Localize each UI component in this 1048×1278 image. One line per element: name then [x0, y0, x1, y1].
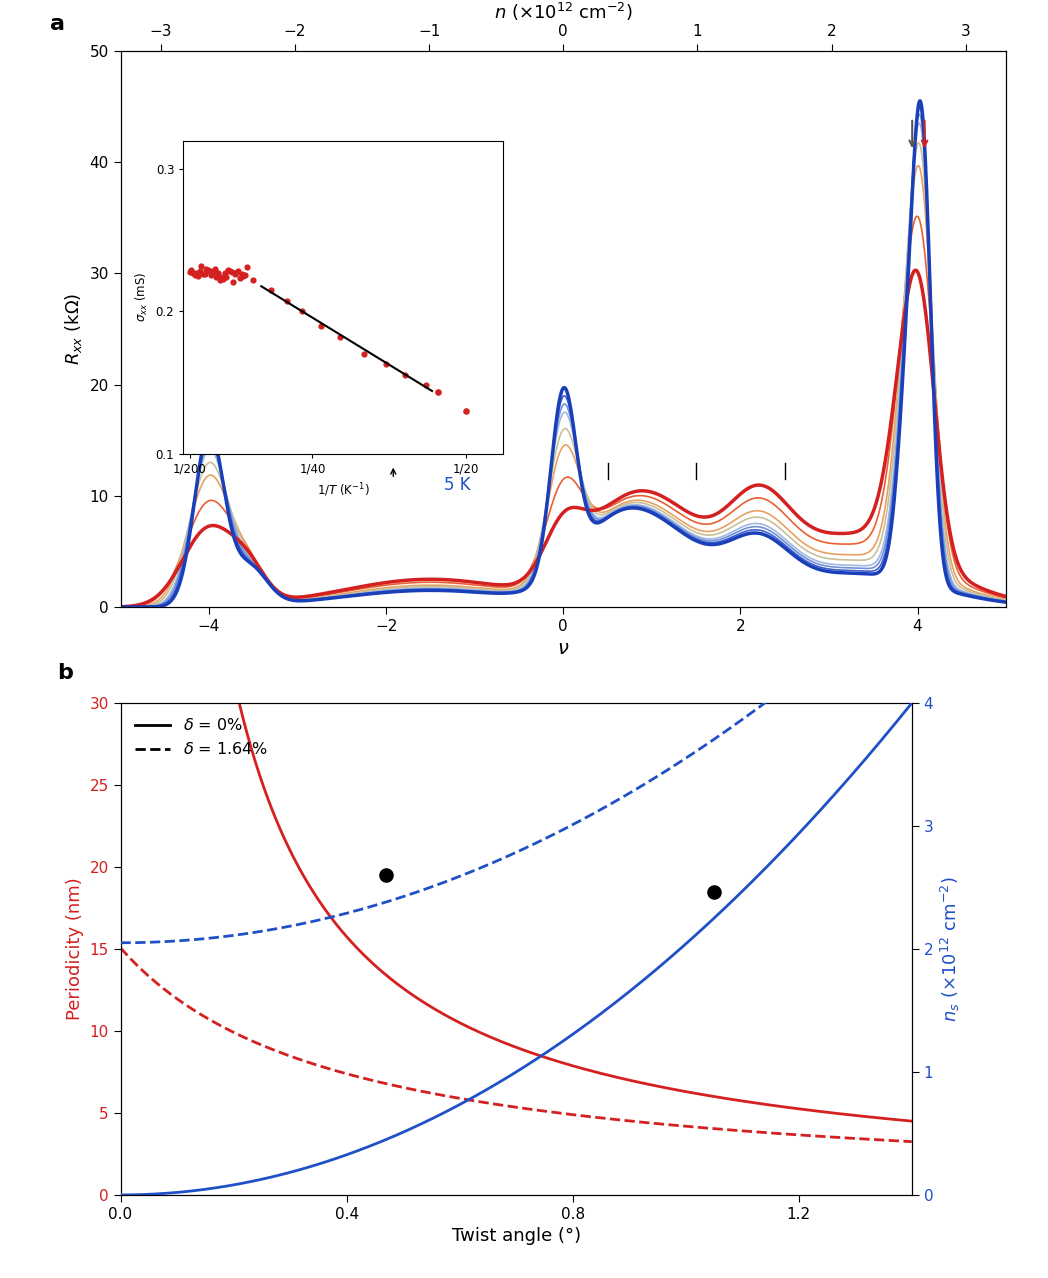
X-axis label: $1/T$ (K$^{-1}$): $1/T$ (K$^{-1}$) [316, 482, 370, 498]
Point [212, 270, 228, 290]
Point [234, 263, 250, 284]
Point [215, 270, 232, 290]
Point [458, 401, 475, 422]
Point [312, 316, 329, 336]
Point [355, 344, 372, 364]
X-axis label: $\nu$: $\nu$ [558, 639, 569, 658]
Point [218, 267, 235, 288]
Point [377, 865, 394, 886]
Point [191, 261, 208, 281]
Point [190, 266, 206, 286]
Point [196, 265, 213, 285]
Point [188, 263, 204, 284]
Point [213, 267, 230, 288]
Point [198, 259, 215, 280]
X-axis label: Twist angle (°): Twist angle (°) [452, 1227, 581, 1245]
Point [430, 382, 446, 403]
Point [245, 270, 262, 290]
Point [238, 257, 255, 277]
Text: b: b [58, 663, 73, 684]
Point [237, 265, 254, 285]
Point [221, 261, 238, 281]
Point [206, 258, 223, 279]
Point [232, 268, 248, 289]
Point [182, 259, 199, 280]
Y-axis label: $\sigma_{xx}$ (mS): $\sigma_{xx}$ (mS) [134, 272, 150, 322]
Point [220, 261, 237, 281]
Point [378, 354, 395, 374]
Point [230, 261, 246, 281]
Point [201, 261, 218, 281]
Y-axis label: $R_{xx}$ (k$\Omega$): $R_{xx}$ (k$\Omega$) [63, 293, 84, 366]
Legend: $\delta$ = 0%, $\delta$ = 1.64%: $\delta$ = 0%, $\delta$ = 1.64% [129, 711, 275, 764]
Point [396, 366, 413, 386]
Point [187, 265, 203, 285]
Point [705, 882, 722, 902]
Point [293, 302, 310, 322]
Point [331, 327, 348, 348]
Point [226, 263, 243, 284]
Text: 80 K: 80 K [399, 437, 437, 455]
Point [199, 259, 216, 280]
Point [195, 263, 212, 284]
Point [225, 272, 242, 293]
Point [223, 262, 240, 282]
Point [204, 262, 221, 282]
Point [193, 256, 210, 276]
Point [210, 263, 226, 284]
Point [228, 262, 245, 282]
Point [279, 291, 296, 312]
Point [217, 262, 234, 282]
Point [203, 266, 220, 286]
Point [184, 262, 201, 282]
Point [208, 267, 224, 288]
Point [235, 266, 252, 286]
Text: a: a [49, 14, 65, 35]
Y-axis label: $n_s$ ($\times$10$^{12}$ cm$^{-2}$): $n_s$ ($\times$10$^{12}$ cm$^{-2}$) [939, 875, 962, 1022]
Point [418, 376, 435, 396]
Point [262, 280, 279, 300]
Point [181, 261, 198, 281]
Y-axis label: Periodicity (nm): Periodicity (nm) [66, 878, 84, 1020]
Text: 5 K: 5 K [443, 477, 471, 495]
X-axis label: $n$ ($\times$10$^{12}$ cm$^{-2}$): $n$ ($\times$10$^{12}$ cm$^{-2}$) [494, 1, 633, 23]
